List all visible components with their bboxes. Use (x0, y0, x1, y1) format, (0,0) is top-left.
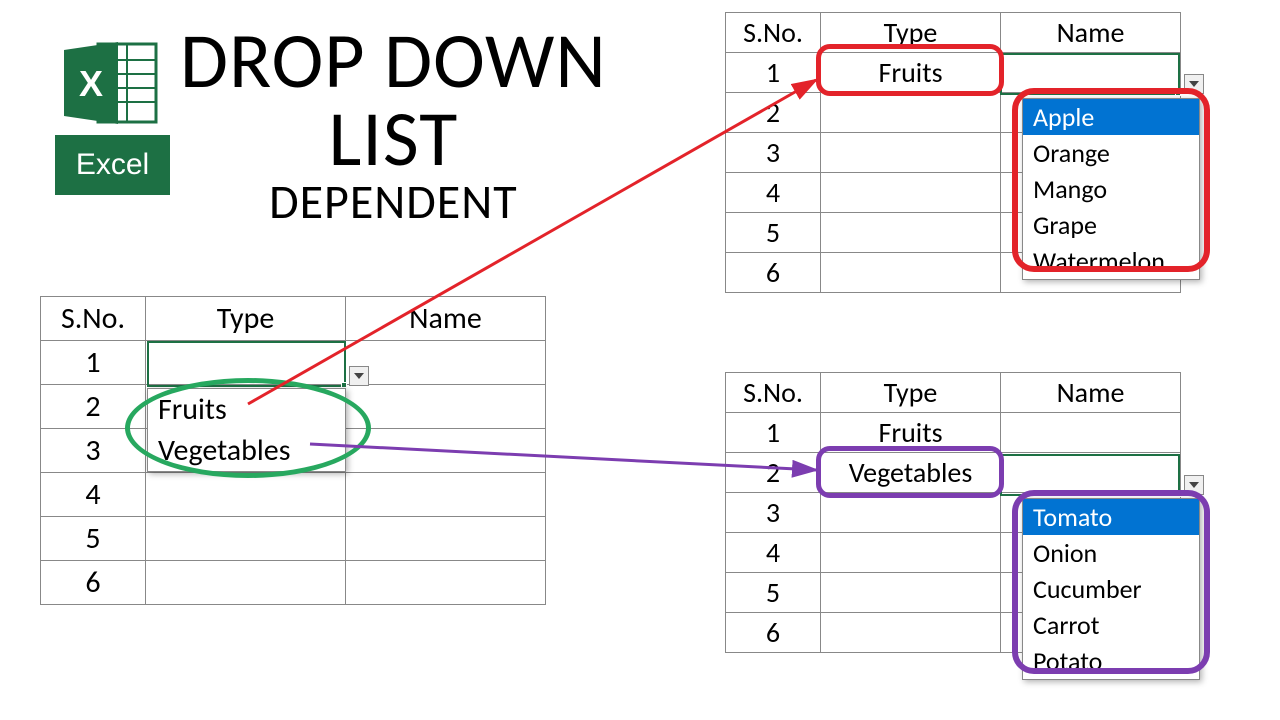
table-row: 4 (41, 473, 546, 517)
cell-sno: 3 (726, 493, 821, 533)
cell-sno: 4 (726, 533, 821, 573)
cell-type[interactable] (146, 473, 346, 517)
excel-icon: X (55, 30, 170, 135)
annotation-green-ellipse (125, 378, 371, 478)
col-header-name: Name (346, 297, 546, 341)
cell-type[interactable] (821, 253, 1001, 293)
cell-sno: 2 (726, 93, 821, 133)
table-row: 6 (41, 561, 546, 605)
cell-sno: 6 (41, 561, 146, 605)
svg-text:X: X (78, 63, 102, 104)
cell-name[interactable] (346, 385, 546, 429)
cell-type[interactable] (821, 493, 1001, 533)
cell-sno: 1 (41, 341, 146, 385)
col-header-sno: S.No. (726, 13, 821, 53)
cell-sno: 4 (726, 173, 821, 213)
annotation-red-rect-type (816, 44, 1004, 96)
cell-name[interactable] (1001, 453, 1181, 493)
cell-name[interactable] (1001, 413, 1181, 453)
cell-sno: 1 (726, 53, 821, 93)
cell-name[interactable] (1001, 53, 1181, 93)
cell-type[interactable] (146, 561, 346, 605)
cell-type[interactable] (821, 533, 1001, 573)
annotation-purple-rect-list (1012, 490, 1210, 674)
cell-sno: 5 (41, 517, 146, 561)
cell-sno: 5 (726, 213, 821, 253)
cell-type[interactable] (821, 613, 1001, 653)
dropdown-button[interactable] (349, 366, 369, 386)
cell-name[interactable] (346, 561, 546, 605)
title-line-3: DEPENDENT (180, 178, 607, 226)
cell-name[interactable] (346, 429, 546, 473)
col-header-sno: S.No. (41, 297, 146, 341)
cell-name[interactable] (346, 473, 546, 517)
cell-type[interactable] (821, 213, 1001, 253)
cell-name[interactable] (346, 517, 546, 561)
col-header-name: Name (1001, 13, 1181, 53)
table-header-row: S.No. Type Name (726, 373, 1181, 413)
cell-name[interactable] (346, 341, 546, 385)
table-header-row: S.No. Type Name (41, 297, 546, 341)
cell-sno: 2 (726, 453, 821, 493)
cell-sno: 3 (726, 133, 821, 173)
annotation-purple-rect-type (816, 446, 1004, 498)
cell-type[interactable] (821, 573, 1001, 613)
table-row: 1 (41, 341, 546, 385)
cell-sno: 5 (726, 573, 821, 613)
cell-type[interactable] (146, 517, 346, 561)
cell-sno: 4 (41, 473, 146, 517)
col-header-type: Type (821, 373, 1001, 413)
annotation-red-rect-list (1012, 88, 1210, 272)
table-row: 5 (41, 517, 546, 561)
excel-logo: X Excel (55, 30, 170, 220)
cell-type[interactable] (821, 93, 1001, 133)
col-header-type: Type (146, 297, 346, 341)
title-line-1: DROP DOWN (180, 22, 607, 100)
excel-label: Excel (55, 135, 170, 195)
title-block: DROP DOWN LIST DEPENDENT (180, 22, 607, 226)
cell-sno: 6 (726, 253, 821, 293)
cell-type[interactable] (821, 133, 1001, 173)
cell-sno: 1 (726, 413, 821, 453)
cell-sno: 6 (726, 613, 821, 653)
cell-type[interactable] (821, 173, 1001, 213)
title-line-2: LIST (180, 100, 607, 178)
col-header-name: Name (1001, 373, 1181, 413)
col-header-sno: S.No. (726, 373, 821, 413)
